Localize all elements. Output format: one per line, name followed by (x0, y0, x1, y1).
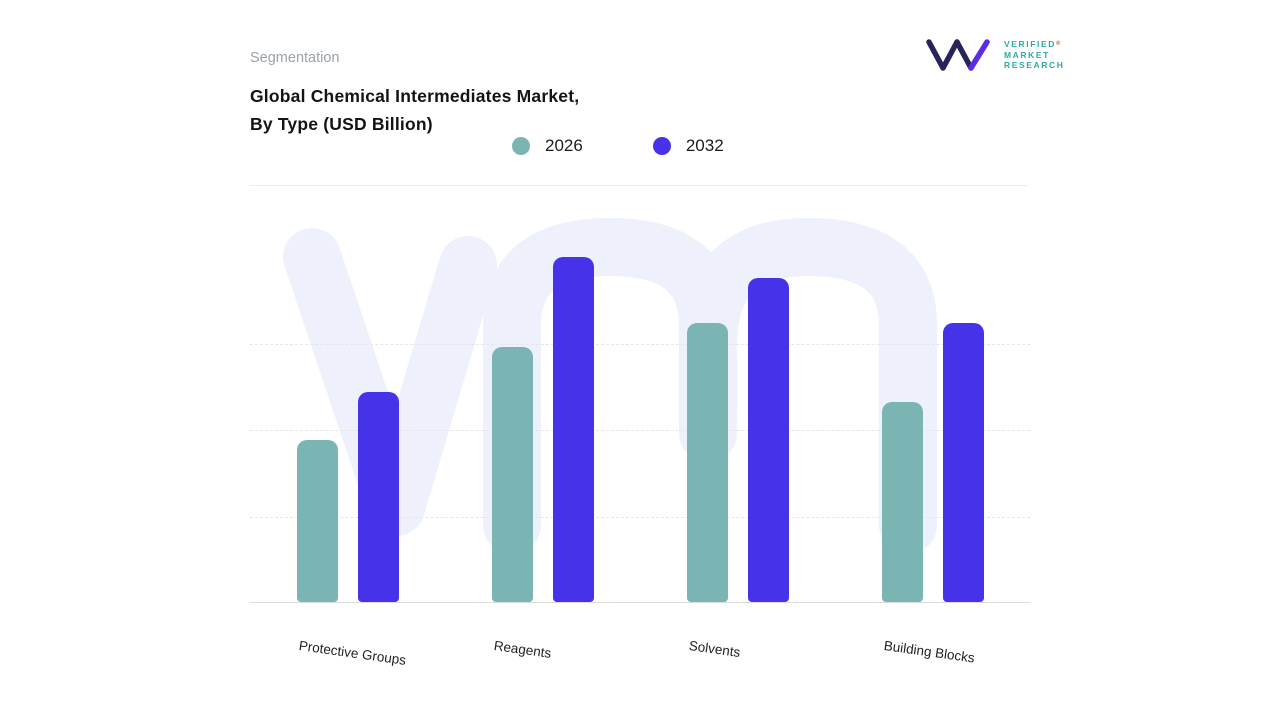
vmr-logo-icon (926, 39, 990, 71)
gridline-50 (250, 430, 1030, 432)
chart-title: Global Chemical Intermediates Market, By… (250, 82, 579, 138)
bar-2026-protective-groups (296, 439, 338, 602)
bar-2032-solvents (747, 277, 789, 602)
x-axis-label-protective-groups: Protective Groups (297, 638, 407, 668)
chart-title-line2: By Type (USD Billion) (250, 114, 433, 134)
chart-title-line1: Global Chemical Intermediates Market, (250, 86, 580, 106)
vmr-logo: VERIFIED® MARKET RESEARCH (926, 36, 1065, 74)
bar-2032-protective-groups (357, 391, 399, 602)
bar-2032-reagents (552, 256, 594, 602)
bar-2026-building-blocks (881, 401, 923, 602)
bar-2026-solvents (686, 322, 728, 602)
header-divider (250, 185, 1028, 186)
gridline-75 (250, 344, 1030, 346)
section-label: Segmentation (250, 50, 340, 66)
x-axis-labels: Protective Groups Reagents Solvents Buildin… (250, 636, 1030, 696)
legend-label-2026: 2026 (545, 136, 583, 155)
logo-line-verified: VERIFIED (1004, 39, 1057, 50)
x-axis-label-solvents: Solvents (687, 638, 741, 661)
x-axis-label-reagents: Reagents (492, 638, 552, 661)
bar-2026-reagents (491, 346, 533, 602)
legend-item-2032: 2032 (652, 136, 724, 156)
registered-mark: ® (1056, 41, 1061, 48)
x-axis-line (250, 602, 1030, 603)
legend-swatch-2026 (512, 137, 530, 155)
legend-label-2032: 2032 (685, 136, 724, 155)
logo-line-research: RESEARCH (1004, 60, 1065, 71)
x-axis-label-building-blocks: Building Blocks (882, 638, 976, 666)
vmr-logo-text: VERIFIED® MARKET RESEARCH (1004, 39, 1065, 71)
bar-2032-building-blocks (942, 322, 984, 602)
legend: 2026 2032 (512, 136, 724, 156)
plot-area (250, 218, 1030, 603)
gridline-25 (250, 516, 1030, 518)
logo-line-market: MARKET (1004, 49, 1050, 60)
legend-item-2026: 2026 (512, 136, 583, 156)
legend-swatch-2032 (652, 137, 671, 155)
